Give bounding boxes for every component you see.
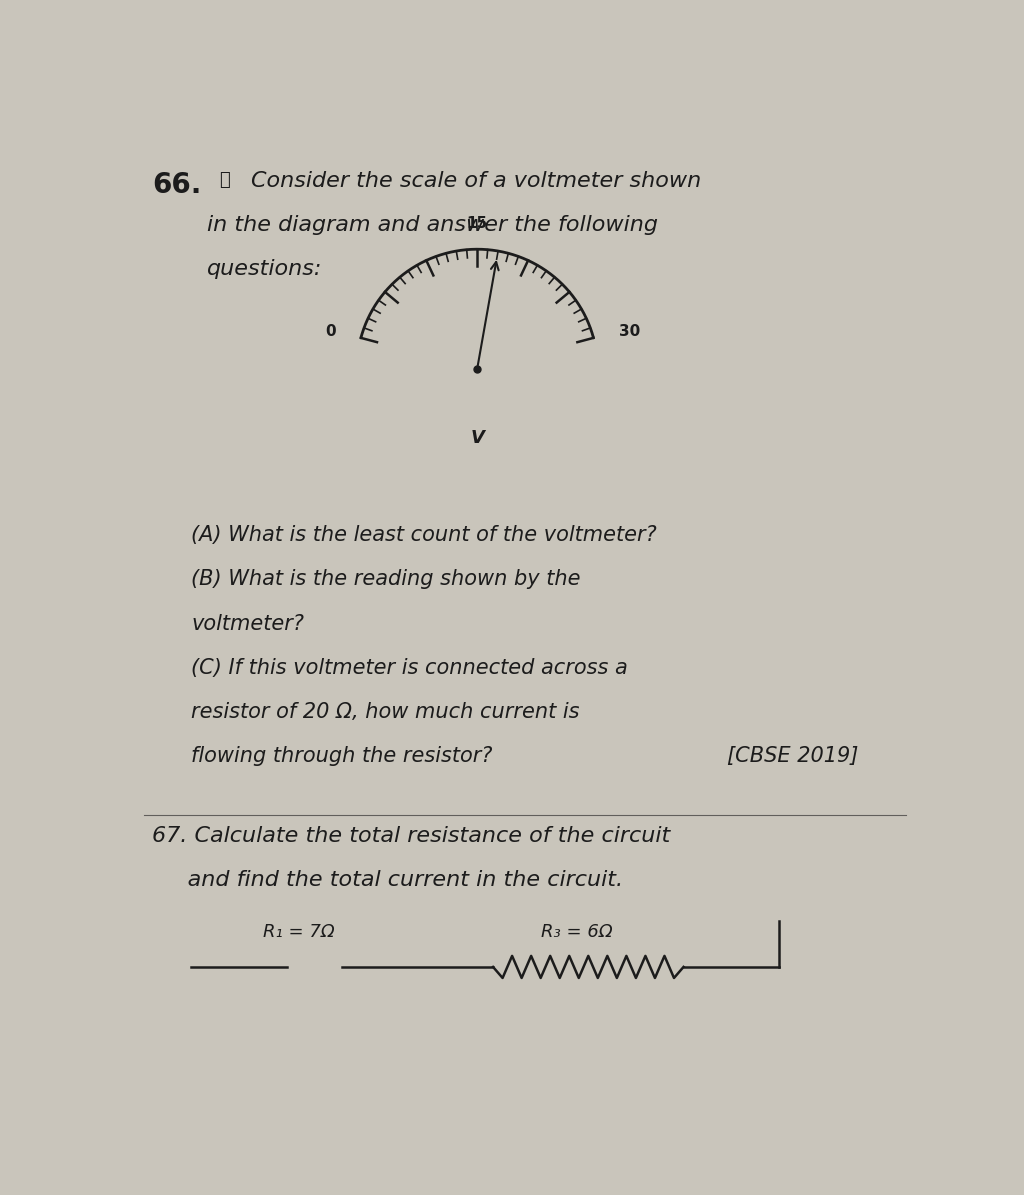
Text: [CBSE 2019]: [CBSE 2019] bbox=[727, 746, 858, 766]
Text: flowing through the resistor?: flowing through the resistor? bbox=[191, 746, 493, 766]
Text: 0: 0 bbox=[326, 324, 336, 338]
Text: V: V bbox=[470, 429, 484, 447]
Text: Consider the scale of a voltmeter shown: Consider the scale of a voltmeter shown bbox=[251, 171, 701, 191]
Text: questions:: questions: bbox=[207, 259, 323, 280]
Text: Ⓐ: Ⓐ bbox=[219, 171, 230, 189]
Text: voltmeter?: voltmeter? bbox=[191, 613, 304, 633]
Text: and find the total current in the circuit.: and find the total current in the circui… bbox=[152, 870, 623, 890]
Text: (B) What is the reading shown by the: (B) What is the reading shown by the bbox=[191, 570, 581, 589]
Text: 67. Calculate the total resistance of the circuit: 67. Calculate the total resistance of th… bbox=[152, 826, 670, 846]
Text: 66.: 66. bbox=[152, 171, 201, 200]
Text: 15: 15 bbox=[467, 216, 487, 231]
Text: 30: 30 bbox=[618, 324, 640, 338]
Text: resistor of 20 Ω, how much current is: resistor of 20 Ω, how much current is bbox=[191, 701, 580, 722]
Text: in the diagram and answer the following: in the diagram and answer the following bbox=[207, 215, 658, 235]
Text: R₁ = 7Ω: R₁ = 7Ω bbox=[263, 923, 335, 940]
Text: (C) If this voltmeter is connected across a: (C) If this voltmeter is connected acros… bbox=[191, 657, 629, 678]
Text: (A) What is the least count of the voltmeter?: (A) What is the least count of the voltm… bbox=[191, 526, 657, 545]
Text: R₃ = 6Ω: R₃ = 6Ω bbox=[541, 923, 612, 940]
